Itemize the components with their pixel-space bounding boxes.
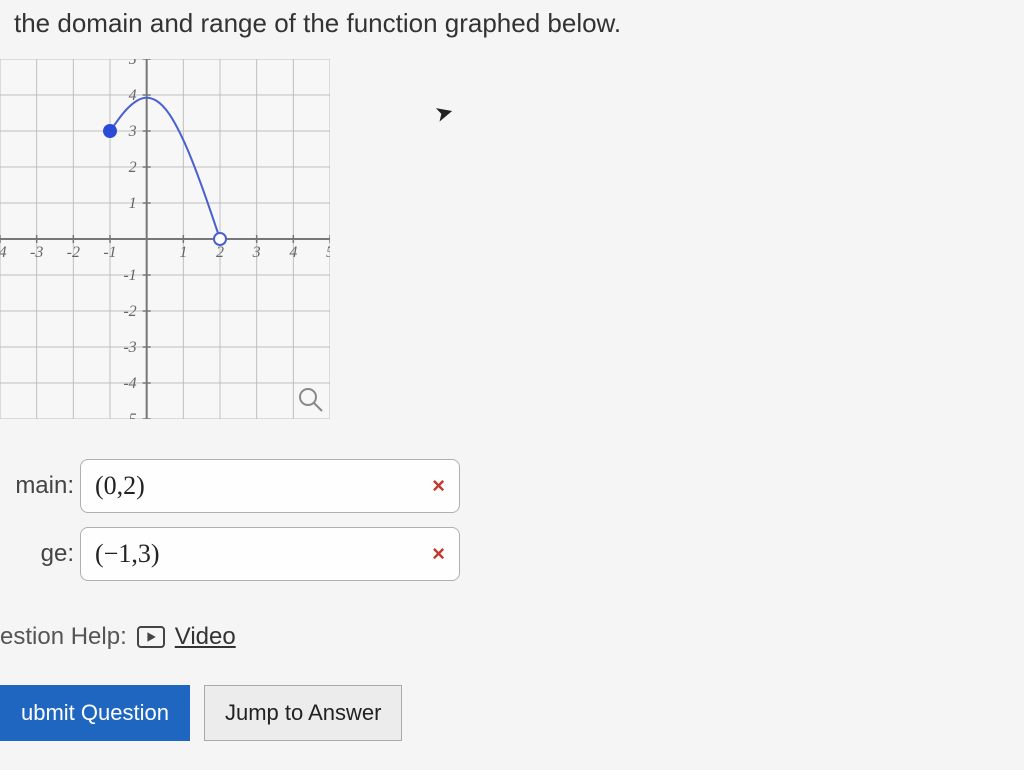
function-graph: -4-3-2-11234554321-1-2-3-4-5	[0, 59, 330, 419]
video-link[interactable]: Video	[175, 623, 236, 651]
range-value: (−1,3)	[95, 539, 159, 569]
domain-value: (0,2)	[95, 471, 145, 501]
domain-row: main: (0,2) ×	[0, 459, 1024, 513]
svg-text:-4: -4	[0, 244, 7, 261]
video-icon[interactable]	[137, 626, 165, 648]
svg-text:-2: -2	[123, 303, 136, 320]
svg-text:-3: -3	[123, 339, 136, 356]
question-prompt: the domain and range of the function gra…	[0, 0, 1024, 59]
svg-text:5: 5	[129, 59, 137, 68]
svg-text:3: 3	[128, 123, 137, 140]
svg-text:5: 5	[326, 244, 330, 261]
svg-text:2: 2	[216, 244, 224, 261]
svg-text:-4: -4	[123, 375, 136, 392]
svg-text:4: 4	[289, 244, 297, 261]
domain-label: main:	[0, 472, 80, 500]
svg-text:2: 2	[129, 159, 137, 176]
domain-input[interactable]: (0,2) ×	[80, 459, 460, 513]
incorrect-icon: ×	[432, 473, 445, 499]
svg-text:-1: -1	[123, 267, 136, 284]
range-input[interactable]: (−1,3) ×	[80, 527, 460, 581]
svg-text:-2: -2	[67, 244, 80, 261]
help-label: estion Help:	[0, 623, 127, 651]
graph-container: -4-3-2-11234554321-1-2-3-4-5	[0, 59, 1024, 419]
range-row: ge: (−1,3) ×	[0, 527, 1024, 581]
submit-button[interactable]: ubmit Question	[0, 685, 190, 741]
range-label: ge:	[0, 540, 80, 568]
svg-text:3: 3	[252, 244, 261, 261]
svg-text:-3: -3	[30, 244, 43, 261]
jump-to-answer-button[interactable]: Jump to Answer	[204, 685, 403, 741]
incorrect-icon: ×	[432, 541, 445, 567]
svg-text:1: 1	[179, 244, 187, 261]
svg-text:-5: -5	[123, 411, 136, 419]
svg-text:1: 1	[129, 195, 137, 212]
help-row: estion Help: Video	[0, 595, 1024, 651]
svg-text:-1: -1	[103, 244, 116, 261]
